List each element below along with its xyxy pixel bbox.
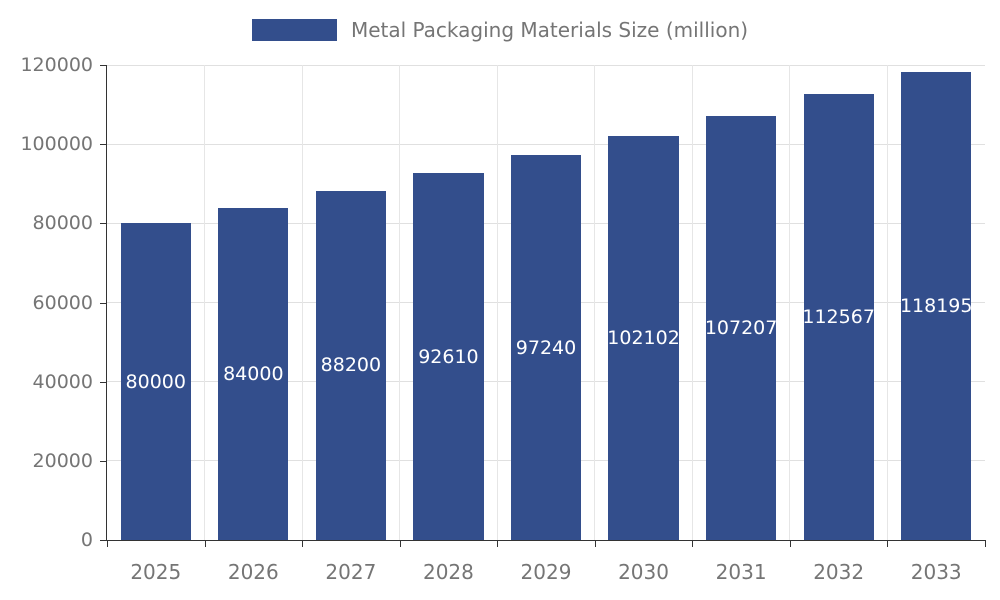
legend-swatch — [251, 19, 337, 41]
y-tick-label: 20000 — [32, 449, 93, 472]
x-tick-label: 2026 — [227, 560, 279, 584]
gridline-horizontal — [107, 143, 985, 145]
chart-legend[interactable]: Metal Packaging Materials Size (million) — [0, 18, 1000, 42]
y-tick-label: 80000 — [32, 212, 93, 235]
x-tick-mark — [887, 541, 889, 547]
x-tick-mark — [204, 541, 206, 547]
x-tick-mark — [692, 541, 694, 547]
x-tick-label: 2027 — [325, 560, 377, 584]
gridline-vertical — [204, 65, 206, 540]
gridline-vertical — [301, 65, 303, 540]
y-tick-label: 0 — [80, 529, 93, 551]
x-tick-label: 2028 — [422, 560, 474, 584]
bar — [413, 173, 484, 540]
gridline-vertical — [399, 65, 401, 540]
x-tick-label: 2030 — [618, 560, 669, 584]
gridline-vertical — [691, 65, 693, 540]
bar — [705, 115, 777, 540]
bar — [120, 223, 191, 540]
bar — [803, 94, 874, 540]
x-tick-mark — [107, 541, 108, 547]
bar — [901, 72, 972, 540]
y-tick-label: 60000 — [32, 291, 93, 314]
y-tick-mark — [100, 144, 106, 146]
x-tick-label: 2031 — [715, 560, 767, 584]
y-tick-label: 40000 — [32, 370, 93, 393]
bar — [218, 207, 289, 540]
x-tick-mark — [399, 541, 401, 547]
x-axis-line — [106, 540, 986, 541]
legend-label: Metal Packaging Materials Size (million) — [350, 18, 749, 42]
x-tick-mark — [497, 541, 499, 547]
y-tick-label: 120000 — [20, 54, 93, 76]
y-tick-mark — [100, 65, 106, 66]
x-tick-mark — [789, 541, 791, 547]
x-tick-mark — [302, 541, 304, 547]
bar — [510, 155, 582, 540]
gridline-vertical — [496, 65, 498, 540]
plot-area: 80000 84000 88200 92610 97240 102102 107207 112… — [107, 64, 985, 540]
gridline-vertical — [886, 65, 888, 540]
y-tick-mark — [100, 460, 106, 462]
bar — [608, 135, 679, 540]
gridline-vertical — [594, 65, 596, 540]
y-tick-mark — [100, 302, 106, 304]
y-tick-mark — [100, 223, 106, 225]
y-tick-mark — [100, 381, 106, 383]
bar — [315, 190, 386, 540]
x-tick-label: 2032 — [813, 560, 865, 584]
gridline-horizontal — [107, 64, 985, 66]
y-tick-label: 100000 — [20, 133, 93, 156]
x-tick-mark — [985, 541, 986, 547]
x-tick-label: 2033 — [910, 560, 962, 584]
gridline-vertical — [789, 65, 791, 540]
x-tick-label: 2029 — [520, 560, 572, 584]
x-tick-mark — [594, 541, 596, 547]
x-tick-label: 2025 — [130, 560, 182, 584]
y-tick-mark — [100, 540, 106, 541]
y-axis-line — [106, 65, 107, 541]
